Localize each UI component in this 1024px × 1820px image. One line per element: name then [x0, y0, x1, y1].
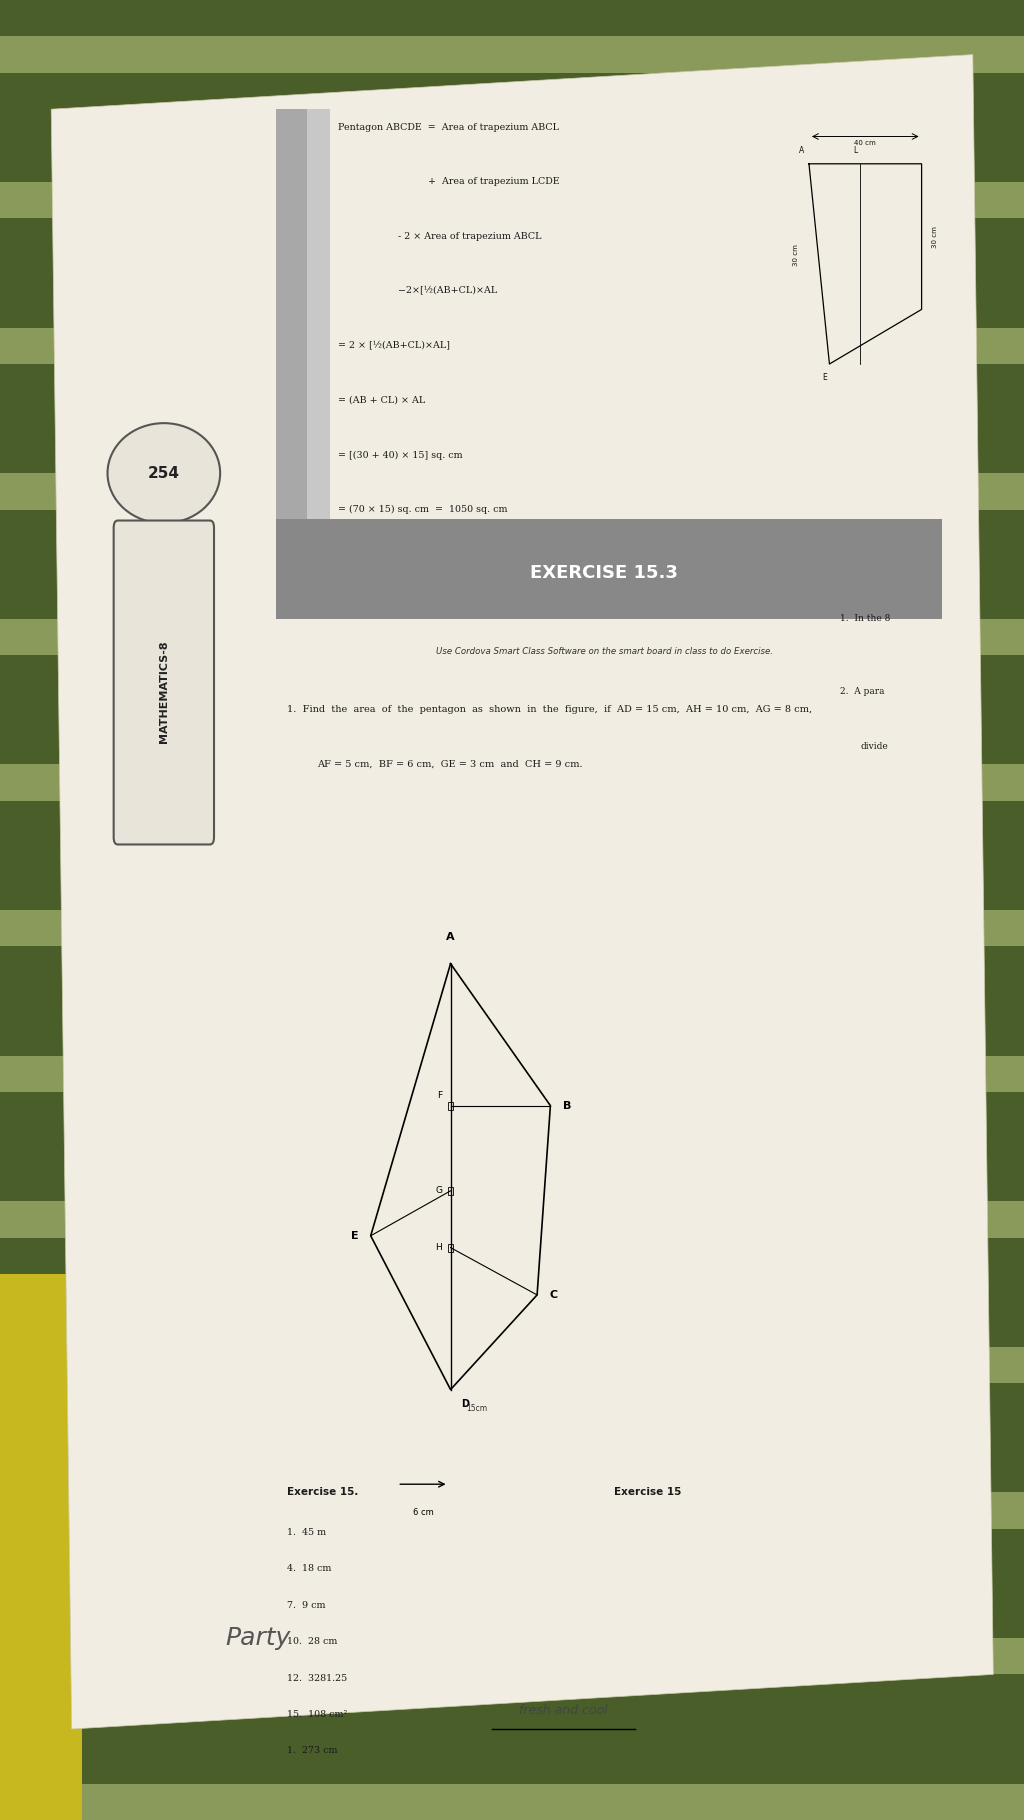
Text: E: E: [822, 373, 826, 382]
Text: C: C: [550, 1290, 557, 1299]
Text: L: L: [853, 146, 857, 155]
Bar: [0, 1711, 1024, 1747]
Text: A: A: [446, 932, 455, 943]
Text: Pentagon ABCDE  =  Area of trapezium ABCL: Pentagon ABCDE = Area of trapezium ABCL: [338, 124, 559, 131]
Text: = (70 × 15) sq. cm  =  1050 sq. cm: = (70 × 15) sq. cm = 1050 sq. cm: [338, 504, 508, 515]
Text: = (AB + CL) × AL: = (AB + CL) × AL: [338, 397, 425, 404]
Bar: [0, 764, 1024, 801]
Text: EXERCISE 15.3: EXERCISE 15.3: [530, 564, 678, 582]
Bar: [0, 619, 1024, 655]
Bar: [0, 692, 1024, 728]
Text: MATHEMATICS-8: MATHEMATICS-8: [159, 641, 169, 743]
Bar: [0, 1274, 82, 1820]
Bar: [0, 1565, 1024, 1602]
Bar: [0, 1347, 1024, 1383]
Bar: [0, 109, 1024, 146]
Text: - 2 × Area of trapezium ABCL: - 2 × Area of trapezium ABCL: [338, 233, 542, 240]
Polygon shape: [51, 55, 993, 1729]
Text: 1.  Find  the  area  of  the  pentagon  as  shown  in  the  figure,  if  AD = 15: 1. Find the area of the pentagon as show…: [287, 706, 812, 713]
Bar: [0, 837, 1024, 874]
Text: 7.  9 cm: 7. 9 cm: [287, 1602, 326, 1609]
Text: 40 cm: 40 cm: [854, 140, 877, 146]
Bar: [0, 1056, 1024, 1092]
Bar: [276, 519, 942, 619]
Text: 1.  45 m: 1. 45 m: [287, 1529, 326, 1536]
Bar: [0, 400, 1024, 437]
Text: E: E: [351, 1230, 358, 1241]
Text: 254: 254: [147, 466, 180, 480]
Bar: [449, 1187, 453, 1196]
Ellipse shape: [108, 422, 220, 524]
Bar: [0, 36, 1024, 73]
Text: 12.  3281.25: 12. 3281.25: [287, 1674, 347, 1682]
Text: Party: Party: [225, 1625, 291, 1651]
Bar: [307, 109, 330, 546]
Bar: [449, 1101, 453, 1110]
Text: divide: divide: [860, 743, 888, 750]
Text: 30 cm: 30 cm: [793, 244, 799, 266]
Text: H: H: [435, 1243, 442, 1252]
Text: fresh and cool: fresh and cool: [519, 1704, 607, 1718]
Text: G: G: [435, 1187, 442, 1196]
Bar: [0, 983, 1024, 1019]
Text: Use Cordova Smart Class Software on the smart board in class to do Exercise.: Use Cordova Smart Class Software on the …: [435, 648, 773, 655]
Bar: [0, 1492, 1024, 1529]
Text: A: A: [799, 146, 804, 155]
Bar: [0, 910, 1024, 946]
Bar: [0, 1274, 1024, 1310]
Text: 15cm: 15cm: [466, 1405, 487, 1412]
Text: 2.  A para: 2. A para: [840, 688, 884, 695]
Bar: [0, 473, 1024, 510]
Text: Exercise 15: Exercise 15: [614, 1487, 682, 1498]
Text: = 2 × [½(AB+CL)×AL]: = 2 × [½(AB+CL)×AL]: [338, 342, 450, 349]
Bar: [0, 546, 1024, 582]
FancyBboxPatch shape: [114, 521, 214, 844]
Bar: [276, 109, 312, 546]
Text: 4.  18 cm: 4. 18 cm: [287, 1565, 331, 1572]
Bar: [0, 1420, 1024, 1456]
Bar: [0, 328, 1024, 364]
Text: −2×[½(AB+CL)×AL: −2×[½(AB+CL)×AL: [338, 288, 498, 295]
Bar: [449, 1243, 453, 1252]
Text: Exercise 15.: Exercise 15.: [287, 1487, 358, 1498]
Bar: [0, 1128, 1024, 1165]
Bar: [0, 1201, 1024, 1238]
Text: +  Area of trapezium LCDE: + Area of trapezium LCDE: [338, 178, 559, 186]
Text: AF = 5 cm,  BF = 6 cm,  GE = 3 cm  and  CH = 9 cm.: AF = 5 cm, BF = 6 cm, GE = 3 cm and CH =…: [317, 761, 583, 768]
Bar: [0, 1638, 1024, 1674]
Text: = [(30 + 40) × 15] sq. cm: = [(30 + 40) × 15] sq. cm: [338, 450, 463, 460]
Text: 15.  108 cm²: 15. 108 cm²: [287, 1711, 347, 1718]
Text: 10.  28 cm: 10. 28 cm: [287, 1638, 337, 1645]
Text: 1.  273 cm: 1. 273 cm: [287, 1747, 337, 1754]
Text: 6 cm: 6 cm: [413, 1507, 433, 1516]
Bar: [0, 182, 1024, 218]
Text: D: D: [461, 1398, 469, 1409]
Text: B: B: [563, 1101, 571, 1110]
Bar: [0, 1784, 1024, 1820]
Text: 1.  In the 8: 1. In the 8: [840, 615, 890, 622]
Text: F: F: [437, 1092, 442, 1099]
Bar: [0, 255, 1024, 291]
Text: 30 cm: 30 cm: [932, 226, 938, 248]
